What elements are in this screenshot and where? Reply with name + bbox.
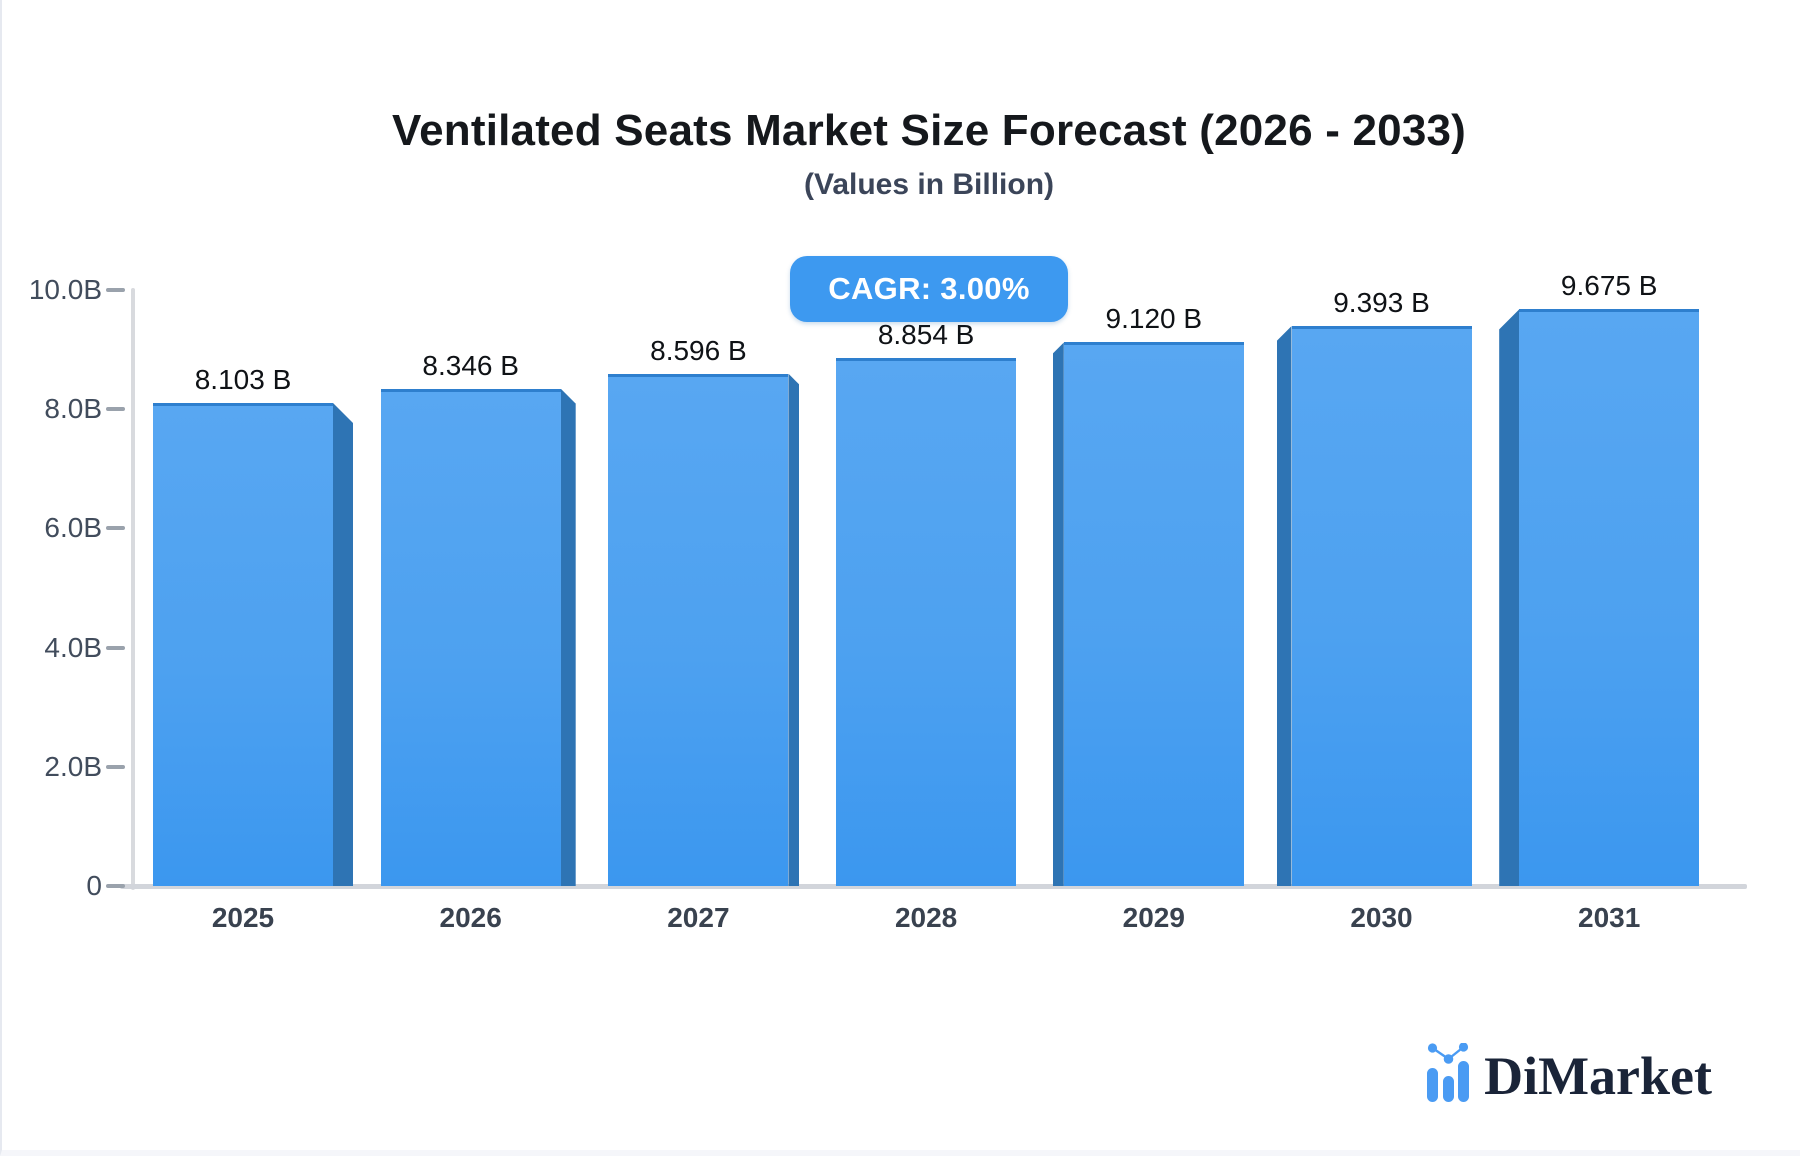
bar-2026: [380, 388, 561, 886]
bar-chart-logo-icon: [1427, 1043, 1470, 1102]
bar-3d-side-2031: [1499, 309, 1520, 886]
y-axis-tick-mark: [106, 884, 125, 888]
y-axis-tick-label: 4.0B: [44, 631, 102, 663]
bar-3d-side-2025: [333, 403, 353, 886]
x-axis-label: 2029: [1122, 902, 1185, 933]
bar-3d-side-2030: [1276, 326, 1292, 886]
y-axis-tick-label: 8.0B: [44, 393, 102, 425]
bar-3d-side-2026: [560, 388, 576, 886]
y-axis-tick-mark: [106, 645, 125, 650]
bar-value-label: 8.103 B: [194, 364, 292, 396]
x-axis-label: 2030: [1350, 902, 1413, 933]
chart-subtitle: (Values in Billion): [803, 168, 1055, 201]
bar-value-label: 8.596 B: [650, 334, 747, 366]
bar-2029: [1063, 342, 1244, 886]
bar-value-label: 9.675 B: [1560, 270, 1658, 302]
brand-logo: DiMarket: [1425, 1043, 1712, 1106]
bar-2028: [836, 358, 1017, 886]
brand-name: DiMarket: [1484, 1045, 1712, 1106]
bar-3d-side-2029: [1052, 342, 1064, 886]
bar-value-label: 8.346 B: [422, 349, 519, 381]
bar-value-label: 9.120 B: [1105, 303, 1203, 335]
y-axis-tick-mark: [106, 764, 125, 769]
x-axis-label: 2028: [894, 902, 958, 933]
y-axis-tick-mark: [106, 526, 125, 531]
y-axis-tick-label: 10.0B: [28, 274, 102, 305]
y-axis-tick-label: 2.0B: [44, 750, 102, 782]
y-axis-tick-label: 0: [86, 870, 102, 901]
bar-3d-side-2027: [788, 373, 800, 886]
bar-2025: [153, 403, 333, 886]
bar-2030: [1291, 326, 1472, 886]
y-axis-tick-label: 6.0B: [44, 512, 102, 544]
x-axis-label: 2027: [667, 902, 730, 933]
y-axis-tick-mark: [106, 288, 125, 292]
x-axis-label: 2025: [211, 902, 275, 933]
bar-2027: [608, 373, 789, 886]
chart-title: Ventilated Seats Market Size Forecast (2…: [391, 106, 1467, 155]
y-axis-tick-mark: [106, 407, 125, 412]
bar-value-label: 8.854 B: [877, 319, 975, 351]
x-axis-label: 2026: [439, 902, 502, 933]
x-axis-label: 2031: [1578, 902, 1641, 933]
bar-2031: [1519, 309, 1700, 886]
y-axis-line: [131, 288, 135, 890]
x-axis-baseline: [120, 884, 1747, 889]
cagr-badge: CAGR: 3.00%: [790, 256, 1068, 322]
bar-value-label: 9.393 B: [1333, 287, 1430, 319]
